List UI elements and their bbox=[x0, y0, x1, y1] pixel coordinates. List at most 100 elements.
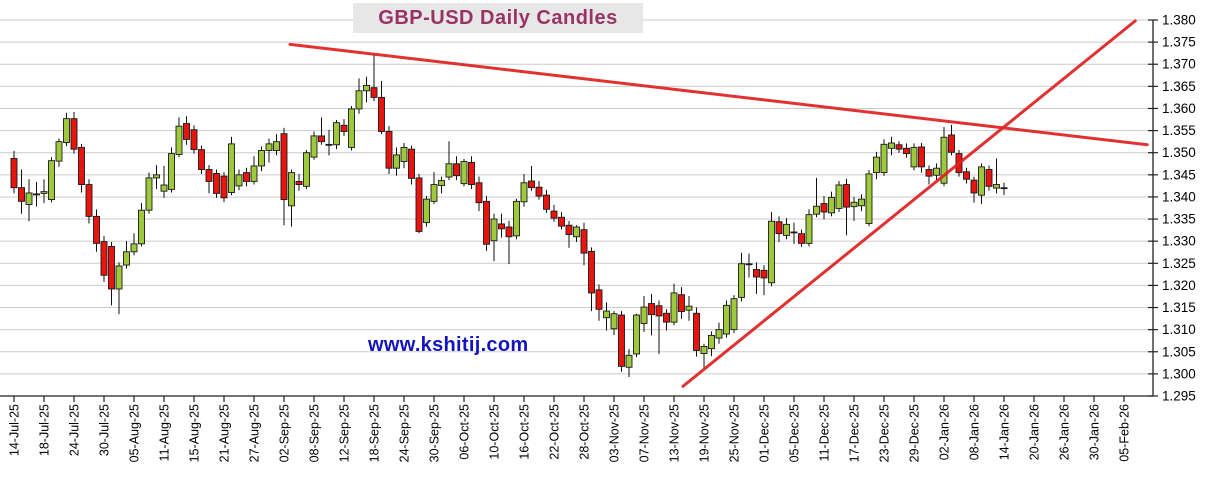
y-axis-label: 1.380 bbox=[1162, 13, 1196, 28]
candle-body bbox=[978, 166, 985, 196]
candle-body bbox=[760, 269, 768, 279]
x-axis-label: 26-Jan-26 bbox=[1058, 404, 1072, 460]
candle-body bbox=[820, 203, 828, 213]
y-axis-label: 1.330 bbox=[1162, 234, 1196, 249]
candle-body bbox=[640, 306, 648, 324]
candle-body bbox=[370, 87, 378, 98]
x-axis-label: 01-Dec-25 bbox=[758, 404, 772, 462]
y-axis-label: 1.315 bbox=[1162, 300, 1196, 315]
candle-body bbox=[145, 177, 153, 211]
candle-body bbox=[70, 118, 78, 150]
candle-body bbox=[100, 241, 108, 276]
candle-body bbox=[130, 243, 138, 253]
candle-body bbox=[138, 209, 145, 245]
candle-body bbox=[333, 122, 340, 146]
candle-body bbox=[378, 96, 385, 132]
candle-body bbox=[318, 135, 325, 143]
candle-body bbox=[700, 346, 708, 354]
candle-body bbox=[10, 158, 18, 189]
candle-body bbox=[558, 216, 565, 227]
candle-body bbox=[25, 192, 33, 205]
y-axis-label: 1.325 bbox=[1162, 256, 1196, 271]
candle-body bbox=[505, 226, 513, 238]
x-axis-label: 21-Aug-25 bbox=[218, 404, 232, 462]
candle-body bbox=[265, 143, 273, 151]
x-axis-label: 18-Jul-25 bbox=[38, 404, 52, 456]
candle-body bbox=[618, 314, 625, 367]
candle-body bbox=[865, 173, 873, 224]
candle-body bbox=[535, 186, 543, 197]
candle-body bbox=[295, 181, 303, 186]
candle-body bbox=[550, 210, 558, 219]
candle-body bbox=[445, 163, 453, 178]
candle-doji bbox=[1000, 187, 1008, 190]
candle-body bbox=[595, 289, 603, 310]
candle-body bbox=[985, 169, 993, 187]
candle-body bbox=[798, 233, 805, 244]
x-axis-label: 22-Oct-25 bbox=[548, 404, 562, 460]
candle-body bbox=[933, 167, 940, 176]
x-axis-label: 05-Dec-25 bbox=[788, 404, 802, 462]
candle-body bbox=[678, 294, 685, 312]
x-axis-label: 24-Sep-25 bbox=[398, 404, 412, 462]
x-axis-label: 20-Jan-26 bbox=[1028, 404, 1042, 460]
candle-body bbox=[85, 184, 93, 217]
candle-body bbox=[648, 303, 655, 316]
candle-body bbox=[153, 174, 160, 179]
trendline-descending-resistance bbox=[288, 42, 1149, 147]
candle-body bbox=[355, 90, 363, 110]
x-axis-label: 30-Jan-26 bbox=[1088, 404, 1102, 460]
x-axis-label: 18-Sep-25 bbox=[368, 404, 382, 462]
candle-body bbox=[715, 329, 723, 339]
x-axis-label: 25-Nov-25 bbox=[728, 404, 742, 462]
candle-body bbox=[393, 154, 400, 169]
candle-body bbox=[235, 174, 243, 187]
candle-body bbox=[693, 312, 700, 351]
x-axis-label: 30-Jul-25 bbox=[98, 404, 112, 456]
candle-body bbox=[910, 146, 918, 168]
candle-body bbox=[258, 150, 265, 167]
candle-body bbox=[970, 179, 978, 194]
candle-body bbox=[423, 198, 430, 224]
candle-body bbox=[858, 198, 865, 207]
candle-body bbox=[310, 135, 318, 158]
candle-body bbox=[543, 194, 550, 210]
x-axis-label: 02-Jan-26 bbox=[938, 404, 952, 460]
candle-body bbox=[880, 143, 888, 174]
candle-body bbox=[243, 172, 250, 182]
candle-body bbox=[213, 173, 220, 194]
candle-doji bbox=[745, 263, 753, 266]
candle-body bbox=[670, 292, 678, 323]
candle-body bbox=[813, 205, 820, 215]
y-axis-label: 1.355 bbox=[1162, 123, 1196, 138]
candle-body bbox=[805, 214, 813, 244]
y-axis-label: 1.300 bbox=[1162, 366, 1196, 381]
y-axis-label: 1.350 bbox=[1162, 145, 1196, 160]
candle-body bbox=[783, 223, 790, 236]
candle-body bbox=[348, 108, 355, 148]
candle-body bbox=[873, 156, 880, 174]
candle-body bbox=[205, 169, 213, 182]
candle-body bbox=[115, 265, 123, 290]
watermark-text: www.kshitij.com bbox=[368, 334, 529, 356]
candle-body bbox=[250, 165, 258, 182]
candle-body bbox=[55, 141, 63, 162]
y-axis-label: 1.370 bbox=[1162, 57, 1196, 72]
candle-body bbox=[993, 184, 1000, 189]
y-axis-label: 1.340 bbox=[1162, 189, 1196, 204]
candle-body bbox=[768, 220, 775, 284]
candle-body bbox=[685, 305, 693, 311]
candle-doji bbox=[325, 143, 333, 146]
candle-body bbox=[775, 221, 783, 235]
candle-body bbox=[603, 310, 610, 319]
x-axis-label: 05-Aug-25 bbox=[128, 404, 142, 462]
candle-body bbox=[288, 172, 295, 207]
candle-body bbox=[895, 144, 903, 150]
candle-body bbox=[490, 218, 498, 242]
y-axis-label: 1.305 bbox=[1162, 344, 1196, 359]
y-axis-label: 1.335 bbox=[1162, 212, 1196, 227]
candle-body bbox=[843, 184, 850, 208]
candle-body bbox=[528, 180, 535, 189]
